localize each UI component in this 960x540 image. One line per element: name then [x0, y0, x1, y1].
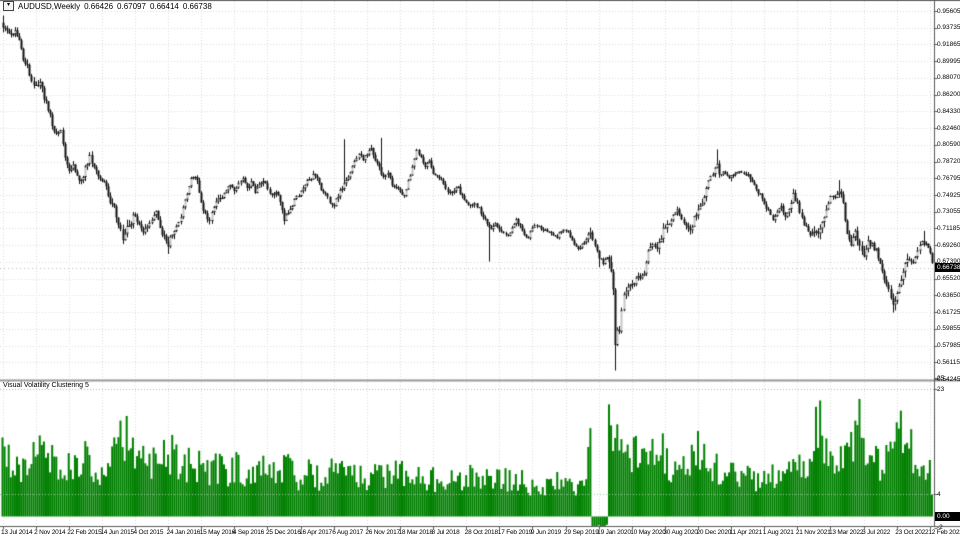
- price-axis-label: 0.65520: [937, 275, 960, 283]
- time-axis-label: 8 Jul 2018: [431, 529, 460, 536]
- time-axis-label: 11 Apr 2021: [729, 529, 763, 536]
- ohlc-open: 0.66426: [84, 1, 114, 11]
- main-chart-pane[interactable]: [0, 0, 934, 380]
- price-axis-label: 0.59855: [937, 325, 960, 333]
- indicator-current-value-tag: 0.00: [935, 512, 960, 521]
- price-axis-label: 0.91865: [937, 40, 960, 48]
- time-axis-labels: 13 Jul 2014 2 Nov 2014 22 Feb 2015 14 Jun 2…: [0, 527, 960, 540]
- current-price-tag: 0.66738: [935, 263, 960, 273]
- price-axis-label: 0.74925: [937, 191, 960, 199]
- time-axis-label: 12 Feb 2023: [928, 529, 960, 536]
- time-axis-label: 18 Mar 2018: [398, 529, 433, 536]
- price-axis-label: 0.61725: [937, 308, 960, 316]
- indicator-axis-label: 23: [937, 385, 945, 393]
- time-axis-label: 15 May 2016: [199, 529, 236, 536]
- time-axis-label: 20 Dec 2020: [696, 529, 732, 536]
- time-axis-label: 19 Jan 2020: [597, 529, 631, 536]
- price-axis-label: 0.88070: [937, 74, 960, 82]
- indicator-axis-label: 25: [937, 374, 945, 382]
- time-axis-label: 26 Nov 2017: [365, 529, 400, 536]
- time-axis-label: 3 Jul 2022: [862, 529, 891, 536]
- price-axis-label: 0.69260: [937, 241, 960, 249]
- time-axis-label: 10 May 2020: [630, 529, 666, 536]
- chart-window-icon: ▾: [3, 1, 14, 11]
- indicator-axis-label: -2: [937, 524, 943, 532]
- time-axis-label: 1 Aug 2021: [762, 529, 794, 536]
- time-axis-label: 4 Sep 2016: [232, 529, 265, 536]
- price-axis-label: 0.89995: [937, 57, 960, 65]
- price-axis-label: 0.76795: [937, 174, 960, 182]
- time-axis-label: 21 Nov 2021: [795, 529, 831, 536]
- time-axis-label: 2 Nov 2014: [34, 529, 66, 536]
- time-axis-label: 17 Feb 2019: [497, 529, 533, 536]
- time-axis-label: 13 Jul 2014: [1, 529, 33, 536]
- time-axis-label: 24 Jan 2016: [166, 529, 201, 536]
- price-axis-label: 0.54245: [937, 375, 960, 383]
- price-axis-label: 0.63650: [937, 291, 960, 299]
- time-axis-label: 22 Feb 2015: [67, 529, 102, 536]
- time-axis-label: 23 Oct 2022: [895, 529, 929, 536]
- price-axis-label: 0.78720: [937, 158, 960, 166]
- price-axis-label: 0.73055: [937, 208, 960, 216]
- time-axis-label: 4 Oct 2015: [133, 529, 164, 536]
- indicator-pane[interactable]: [0, 382, 934, 526]
- time-axis-label: 16 Apr 2017: [299, 529, 332, 536]
- price-axis-label: 0.71185: [937, 224, 960, 232]
- price-axis-label: 0.84330: [937, 107, 960, 115]
- time-axis-label: 25 Dec 2016: [265, 529, 301, 536]
- time-axis-label: 6 Aug 2017: [332, 529, 364, 536]
- price-axis-label: 0.80590: [937, 141, 960, 149]
- pane-separator[interactable]: [0, 379, 934, 383]
- ohlc-close: 0.66738: [182, 1, 212, 11]
- indicator-axis-label: 4: [937, 490, 941, 498]
- price-axis-label: 0.57985: [937, 342, 960, 350]
- time-axis-label: 9 Jun 2019: [530, 529, 562, 536]
- price-axis-label: 0.95605: [937, 7, 960, 15]
- price-axis-label: 0.86200: [937, 91, 960, 99]
- price-axis-label: 0.56115: [937, 358, 960, 366]
- price-axis-label: 0.67390: [937, 258, 960, 266]
- time-axis-label: 14 Jun 2015: [100, 529, 134, 536]
- indicator-name-label: Visual Volatility Clustering 5: [3, 382, 89, 389]
- chart-title: ▾ AUDUSD,Weekly 0.66426 0.67097 0.66414 …: [3, 1, 212, 11]
- price-axis-label: 0.82460: [937, 124, 960, 132]
- time-axis-label: 28 Oct 2018: [464, 529, 498, 536]
- time-axis-label: 30 Aug 2020: [663, 529, 698, 536]
- symbol-period-label: AUDUSD,Weekly: [18, 1, 81, 11]
- ohlc-high: 0.67097: [117, 1, 146, 11]
- price-axis-label: 0.93735: [937, 24, 960, 32]
- time-axis-label: 29 Sep 2019: [564, 529, 599, 536]
- ohlc-low: 0.66414: [149, 1, 179, 11]
- time-axis-label: 13 Mar 2022: [829, 529, 864, 536]
